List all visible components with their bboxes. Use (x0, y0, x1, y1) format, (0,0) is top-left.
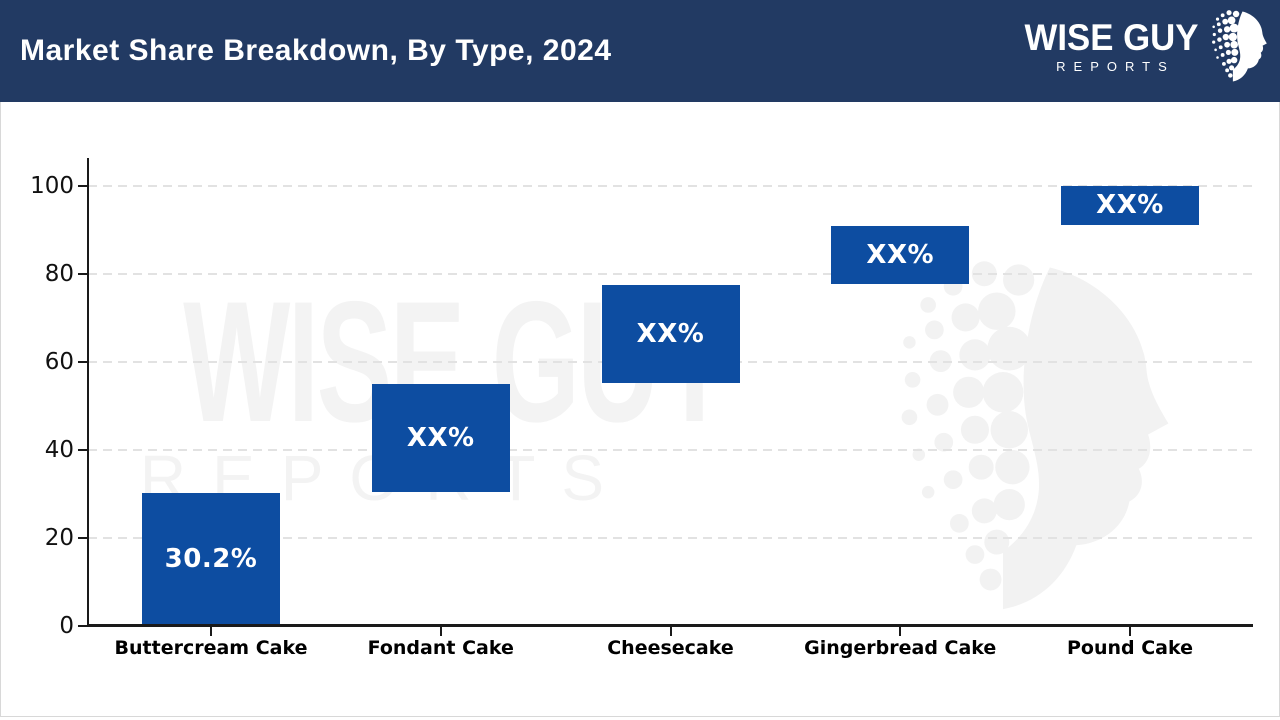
x-tick-mark (669, 627, 672, 636)
logo-subtitle: REPORTS (1056, 58, 1175, 74)
gridline-100 (88, 185, 1253, 187)
y-tick-label: 100 (30, 173, 74, 199)
header-bar: Market Share Breakdown, By Type, 2024 WI… (0, 0, 1280, 102)
y-tick-label: 20 (44, 525, 74, 551)
bar-value-label: XX% (406, 423, 475, 454)
gridline-40 (88, 449, 1253, 451)
bar-value-label: XX% (636, 319, 705, 350)
y-tick-mark (78, 449, 88, 451)
bar-value-label: XX% (1096, 190, 1164, 221)
x-category-label-pound-cake: Pound Cake (1066, 637, 1194, 659)
bar-buttercream-cake: 30.2% (142, 493, 280, 625)
chart-title: Market Share Breakdown, By Type, 2024 (20, 34, 612, 67)
bar-gingerbread-cake: XX% (831, 225, 970, 285)
bar-value-label: 30.2% (164, 544, 258, 575)
logo-wordmark: WISE GUY (1024, 17, 1199, 59)
y-tick-label: 80 (44, 261, 74, 287)
gridline-20 (88, 537, 1253, 539)
y-tick-mark (78, 273, 88, 275)
gridline-80 (88, 273, 1253, 275)
x-category-label-cheesecake: Cheesecake (607, 637, 734, 659)
x-axis (87, 624, 1253, 627)
bar-pound-cake: XX% (1061, 186, 1199, 225)
x-tick-mark (439, 627, 442, 636)
y-tick-mark (78, 625, 88, 627)
y-tick-label: 40 (44, 437, 74, 463)
logo-head-icon (1212, 10, 1267, 82)
y-tick-mark (78, 185, 88, 187)
y-tick-mark (78, 537, 88, 539)
y-axis (87, 158, 89, 627)
x-tick-mark (210, 627, 212, 636)
x-tick-mark (899, 627, 902, 636)
bar-value-label: XX% (866, 240, 935, 270)
x-category-label-buttercream-cake: Buttercream Cake (114, 637, 308, 659)
bar-cheesecake: XX% (601, 285, 740, 383)
y-tick-label: 60 (44, 349, 74, 375)
y-tick-mark (78, 361, 88, 363)
y-tick-label: 0 (59, 613, 74, 639)
wiseguy-logo: WISE GUY REPORTS (1019, 4, 1270, 88)
x-category-label-gingerbread-cake: Gingerbread Cake (804, 637, 997, 659)
x-category-label-fondant-cake: Fondant Cake (367, 637, 514, 659)
x-tick-mark (1129, 627, 1131, 636)
bar-fondant-cake: XX% (371, 384, 510, 493)
